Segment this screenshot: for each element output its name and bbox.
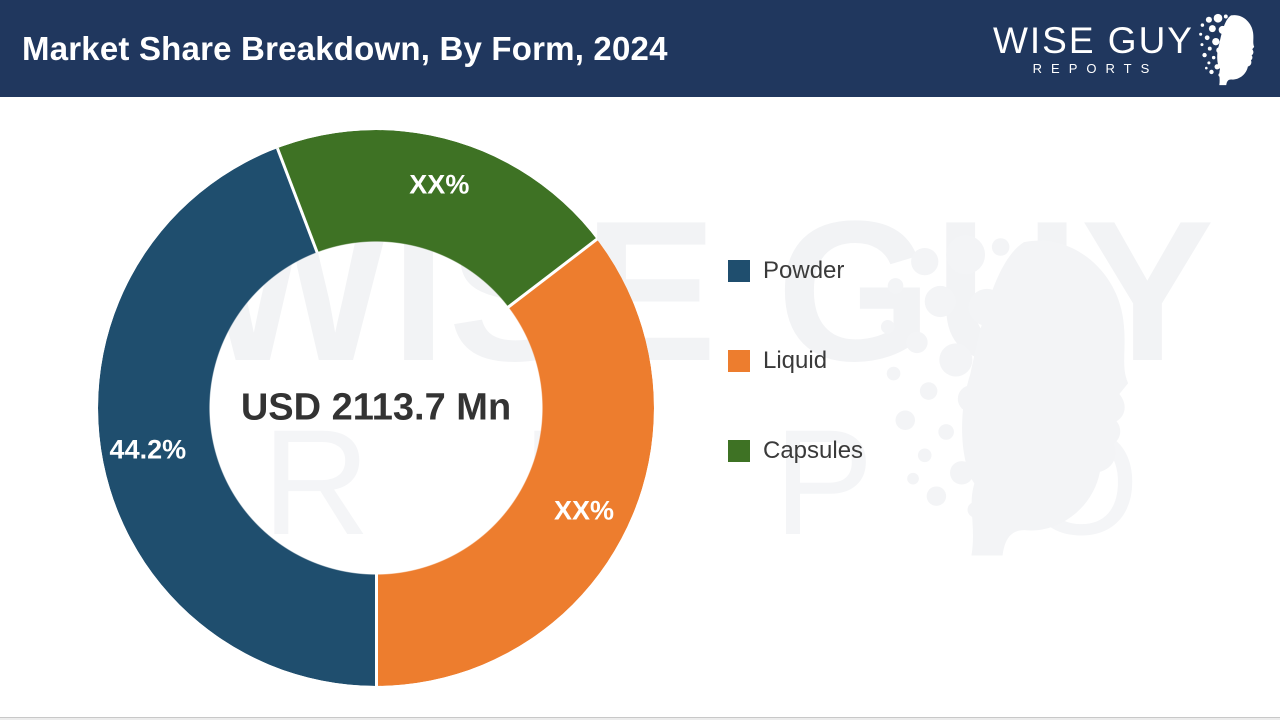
legend-label: Capsules	[763, 437, 864, 464]
slice-divider	[375, 237, 598, 410]
legend-swatch-powder	[728, 260, 750, 282]
slice-divider	[374, 408, 378, 686]
watermark-face-icon	[880, 235, 1129, 556]
legend-swatch-liquid	[728, 350, 750, 372]
legend-swatch-capsules	[728, 440, 750, 462]
chart-legend: Powder Liquid Capsules	[728, 257, 864, 530]
legend-label: Liquid	[763, 347, 828, 374]
legend-item-capsules: Capsules	[728, 437, 864, 464]
chart-area: WISE GUY R E P O R T S USD 2113.7 Mn 44.…	[0, 97, 1280, 717]
legend-label: Powder	[763, 257, 845, 284]
logo-wordmark: WISE GUY	[992, 19, 1194, 61]
donut-chart: USD 2113.7 Mn 44.2% XX% XX%	[98, 130, 654, 686]
donut-ring	[98, 130, 654, 686]
wise-guy-logo: WISE GUY REPORTS	[993, 10, 1264, 88]
legend-item-powder: Powder	[728, 257, 863, 284]
logo-subtext: REPORTS	[1032, 61, 1159, 77]
slice-divider	[275, 147, 378, 409]
logo-text: WISE GUY REPORTS	[992, 19, 1194, 77]
chart-center-value: USD 2113.7 Mn	[240, 386, 512, 429]
legend-item-liquid: Liquid	[728, 347, 863, 374]
logo-face-icon	[1199, 13, 1255, 86]
header-bar: Market Share Breakdown, By Form, 2024 WI…	[0, 0, 1280, 97]
slice-label-capsules: XX%	[409, 169, 470, 200]
slice-label-liquid: XX%	[554, 495, 615, 526]
slice-label-powder: 44.2%	[109, 434, 187, 465]
footer-strip	[0, 717, 1280, 720]
page-title: Market Share Breakdown, By Form, 2024	[22, 29, 668, 67]
